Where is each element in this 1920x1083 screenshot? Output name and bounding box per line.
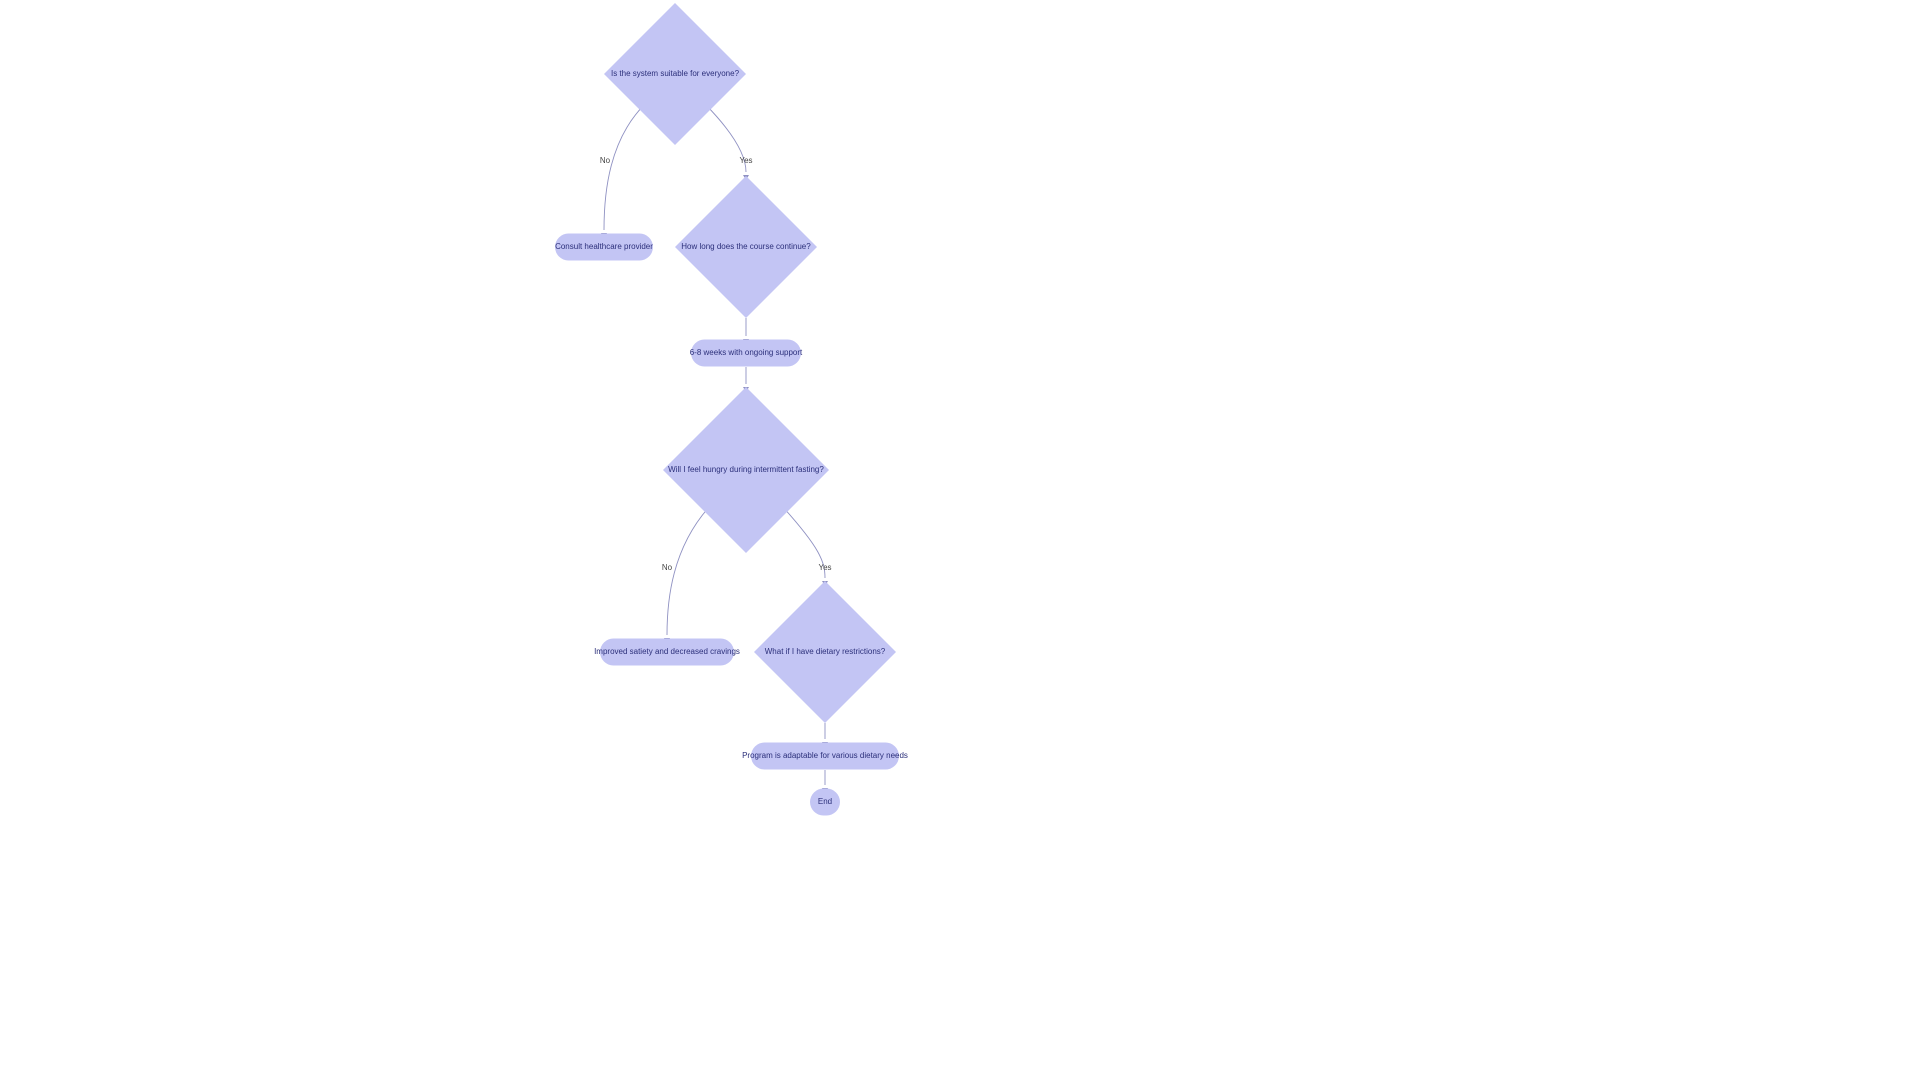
node-p3: Improved satiety and decreased cravings — [594, 639, 740, 666]
edge-d1-p1 — [604, 105, 644, 230]
label-p4: Program is adaptable for various dietary… — [742, 751, 908, 760]
label-d2: How long does the course continue? — [681, 242, 811, 251]
edge-label-d1-p1: No — [600, 156, 611, 165]
edge-label-d3-p3: No — [662, 563, 673, 572]
node-d2: How long does the course continue? — [675, 176, 817, 318]
edge-label-d1-d2: Yes — [739, 156, 752, 165]
label-d3: Will I feel hungry during intermittent f… — [668, 465, 824, 474]
label-p5: End — [818, 797, 832, 806]
label-p1: Consult healthcare provider — [555, 242, 653, 251]
node-p4: Program is adaptable for various dietary… — [742, 743, 908, 770]
node-p2: 6-8 weeks with ongoing support — [690, 340, 803, 367]
nodes-group: Is the system suitable for everyone? Con… — [555, 3, 908, 816]
label-d1: Is the system suitable for everyone? — [611, 69, 740, 78]
node-p5: End — [810, 789, 840, 816]
edge-label-d3-d4: Yes — [818, 563, 831, 572]
node-d4: What if I have dietary restrictions? — [754, 581, 896, 723]
node-d3: Will I feel hungry during intermittent f… — [663, 387, 829, 553]
label-p2: 6-8 weeks with ongoing support — [690, 348, 803, 357]
label-p3: Improved satiety and decreased cravings — [594, 647, 740, 656]
label-d4: What if I have dietary restrictions? — [765, 647, 886, 656]
edge-d3-p3 — [667, 506, 710, 635]
flowchart-canvas: No Yes No Yes Is the system suitable for… — [0, 0, 1920, 1083]
node-p1: Consult healthcare provider — [555, 234, 653, 261]
node-d1: Is the system suitable for everyone? — [604, 3, 746, 145]
